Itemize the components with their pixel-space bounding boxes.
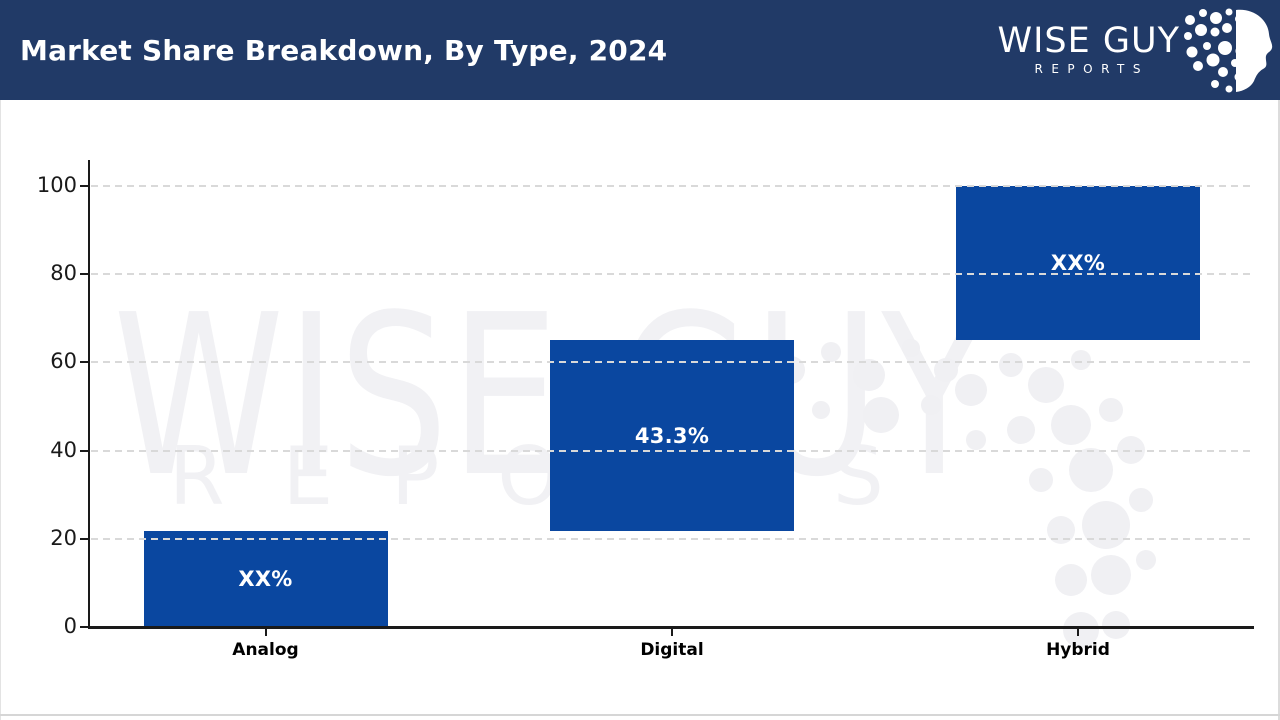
logo-wordmark-line1: WISE GUY bbox=[997, 21, 1180, 61]
x-tick-mark bbox=[264, 628, 267, 636]
y-tick-mark bbox=[80, 537, 88, 540]
x-category-label-digital: Digital bbox=[640, 640, 704, 660]
y-tick-mark bbox=[80, 449, 88, 452]
y-tick-mark bbox=[80, 361, 88, 364]
x-axis-spine bbox=[88, 626, 1254, 629]
y-tick-label: 80 bbox=[50, 261, 77, 286]
y-tick-mark bbox=[80, 273, 88, 276]
y-tick-label: 40 bbox=[50, 437, 77, 462]
bar-analog: XX% bbox=[143, 531, 388, 627]
page-border-bottom bbox=[0, 714, 1280, 716]
y-tick-label: 60 bbox=[50, 349, 77, 374]
y-tick-label: 20 bbox=[50, 525, 77, 550]
bar-value-label: XX% bbox=[238, 567, 293, 592]
y-tick-mark bbox=[80, 185, 88, 187]
gridline-100 bbox=[91, 185, 1254, 187]
x-category-label-hybrid: Hybrid bbox=[1046, 640, 1110, 660]
header: Market Share Breakdown, By Type, 2024 WI… bbox=[0, 0, 1280, 100]
y-tick-label: 100 bbox=[36, 173, 77, 197]
chart-area: WISE GUY REPORTS XX%43.3%XX%020406080100… bbox=[0, 100, 1280, 720]
y-tick-label: 0 bbox=[63, 614, 77, 638]
y-tick-mark bbox=[80, 626, 88, 628]
gridline-20 bbox=[91, 537, 1254, 540]
gridline-80 bbox=[91, 273, 1254, 276]
logo-face-icon bbox=[1184, 8, 1273, 93]
gridline-40 bbox=[91, 449, 1254, 452]
page-title: Market Share Breakdown, By Type, 2024 bbox=[20, 33, 668, 67]
y-axis-spine bbox=[88, 160, 90, 627]
bar-value-label: XX% bbox=[1050, 251, 1106, 276]
gridline-60 bbox=[91, 361, 1254, 364]
wise-guy-reports-logo: WISE GUY REPORTS bbox=[997, 6, 1274, 94]
x-tick-mark bbox=[671, 628, 673, 636]
bar-hybrid: XX% bbox=[956, 186, 1200, 341]
logo-wordmark: WISE GUY REPORTS bbox=[997, 21, 1180, 77]
logo-wordmark-line2: REPORTS bbox=[1034, 62, 1149, 76]
bar-value-label: 43.3% bbox=[634, 423, 710, 448]
bar-digital: 43.3% bbox=[550, 340, 794, 532]
x-tick-mark bbox=[1077, 628, 1079, 636]
x-category-label-analog: Analog bbox=[232, 640, 299, 660]
